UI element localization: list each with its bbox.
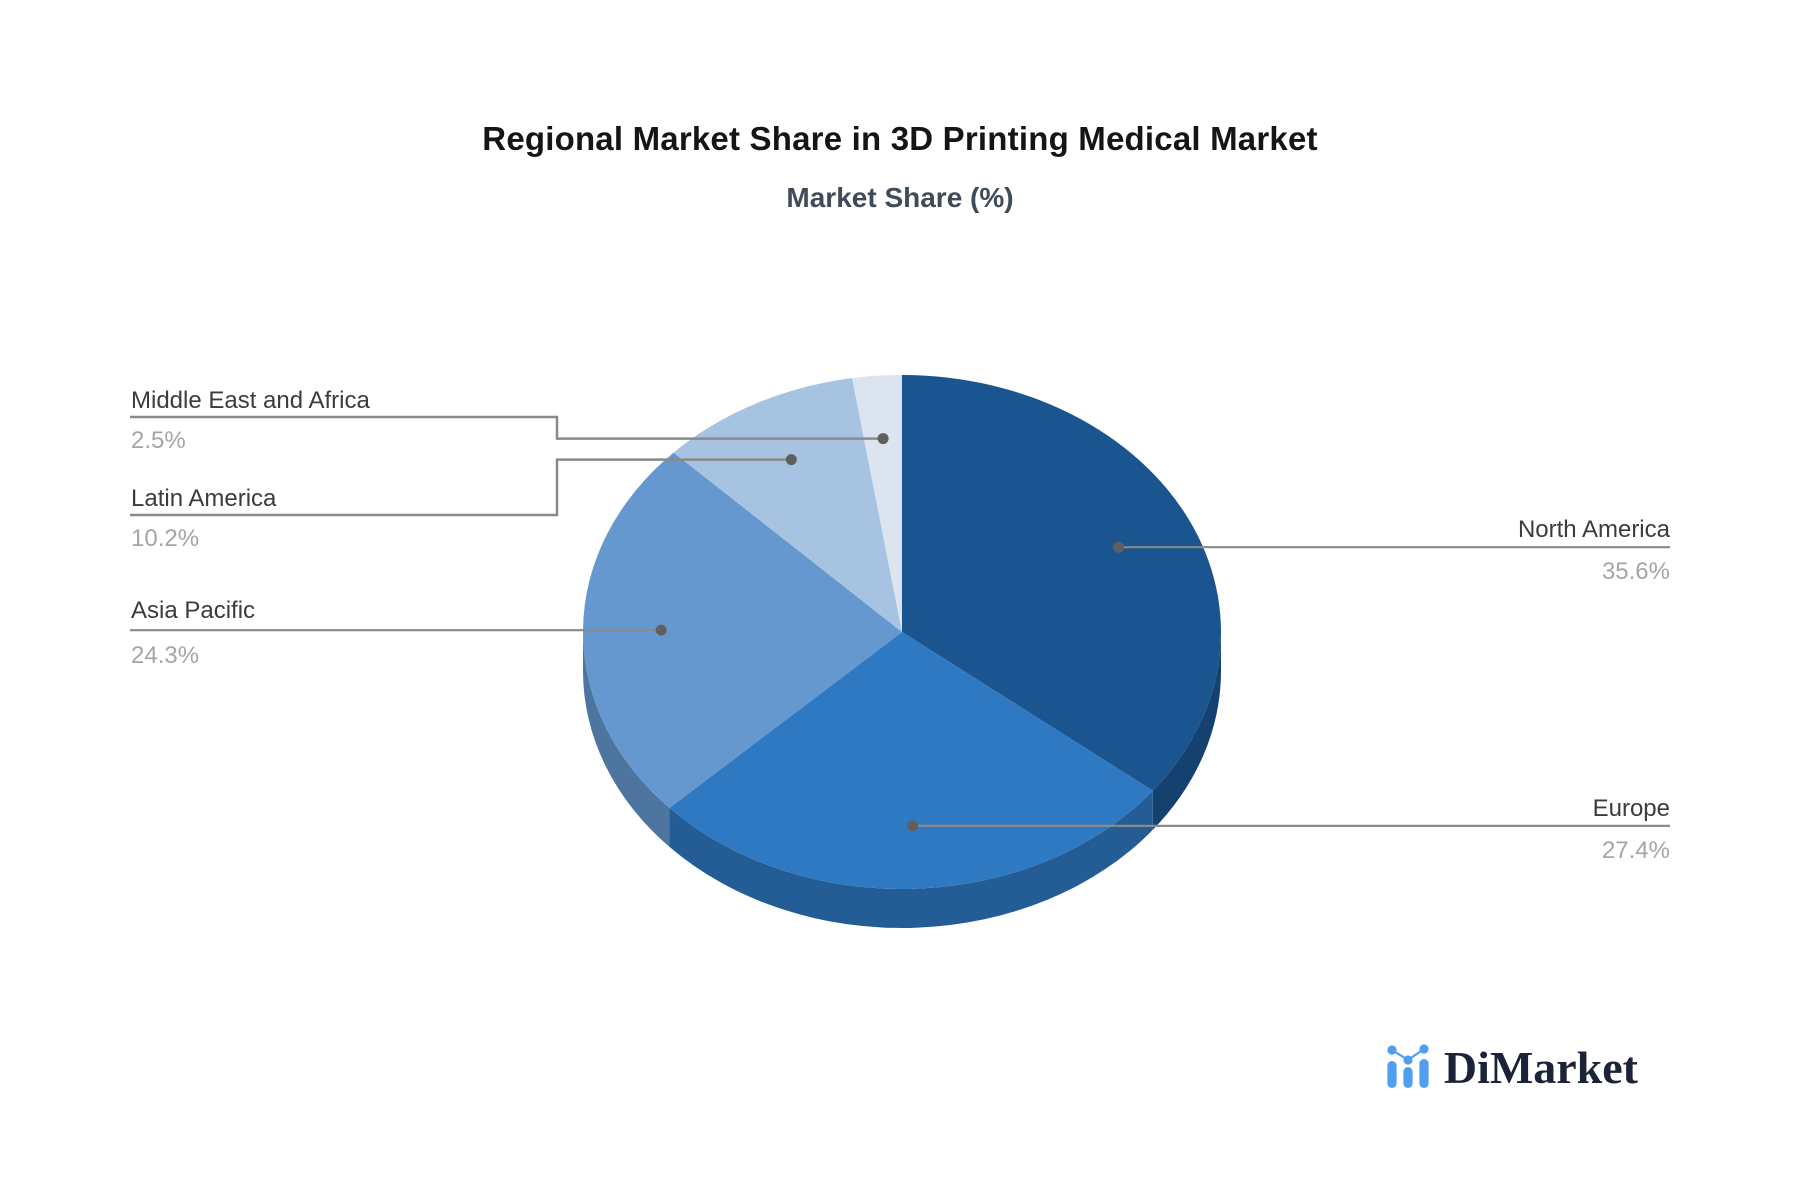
callout-dot-north-america <box>1113 541 1125 553</box>
callout-line-middle-east-and-africa <box>130 415 884 440</box>
pie-slice-side-asia-pacific <box>583 632 670 847</box>
slice-label-north-america: North America <box>1518 516 1671 543</box>
callout-dot-middle-east-and-africa <box>877 433 889 445</box>
dimarket-logo-text: DiMarket <box>1443 1042 1638 1093</box>
slice-label-latin-america: Latin America <box>131 485 277 512</box>
slice-value-latin-america: 10.2% <box>131 525 199 552</box>
dimarket-logo-icon <box>1384 1042 1432 1095</box>
chart-title: Regional Market Share in 3D Printing Med… <box>482 120 1318 157</box>
pie-slice-north-america[interactable] <box>902 375 1221 791</box>
slice-value-europe: 27.4% <box>1602 837 1670 864</box>
pie-slice-side-europe <box>669 790 1153 928</box>
callout-dot-latin-america <box>785 454 797 466</box>
slice-value-asia-pacific: 24.3% <box>131 642 199 669</box>
pie-slice-latin-america[interactable] <box>673 378 902 632</box>
slice-label-asia-pacific: Asia Pacific <box>131 597 255 624</box>
callout-line-latin-america <box>130 458 792 517</box>
callout-dot-europe <box>907 820 919 832</box>
pie-slice-side-north-america <box>1152 632 1221 830</box>
dimarket-logo: DiMarket <box>1384 1040 1638 1096</box>
pie-slice-asia-pacific[interactable] <box>583 452 902 808</box>
slice-value-north-america: 35.6% <box>1602 558 1670 585</box>
slice-value-middle-east-and-africa: 2.5% <box>131 427 186 454</box>
chart-subtitle: Market Share (%) <box>786 182 1014 213</box>
slice-label-europe: Europe <box>1593 795 1670 822</box>
callout-dot-asia-pacific <box>655 624 667 636</box>
slice-label-middle-east-and-africa: Middle East and Africa <box>131 387 370 414</box>
